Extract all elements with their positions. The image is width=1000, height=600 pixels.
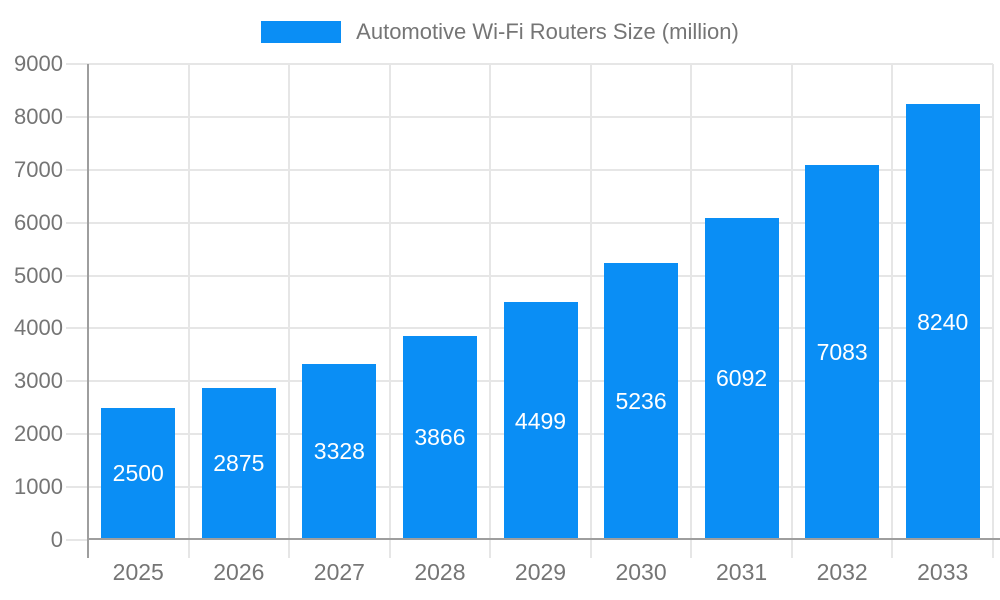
y-axis-label: 1000 [14,474,63,500]
y-gridline [88,221,993,224]
y-axis-label: 7000 [14,156,63,182]
y-axis-tick [66,221,88,224]
y-axis-tick [66,168,88,171]
bar-2028[interactable]: 3866 [402,335,477,540]
bar-value-label: 8240 [917,308,969,335]
x-gridline [992,64,994,558]
bar-value-label: 5236 [615,388,667,415]
y-gridline [88,274,993,277]
y-axis-label: 4000 [14,315,63,341]
bar-value-label: 7083 [816,339,868,366]
x-gridline [388,64,391,558]
y-axis-label: 2000 [14,421,63,447]
bar-2025[interactable]: 2500 [101,407,176,540]
x-gridline [891,64,894,558]
legend-label: Automotive Wi-Fi Routers Size (million) [356,19,739,44]
x-axis-label-2028: 2028 [414,559,466,585]
y-gridline [88,115,993,118]
y-axis-label: 0 [50,527,63,552]
x-axis-label-2027: 2027 [313,559,365,585]
x-gridline [790,64,793,558]
y-axis-tick [66,539,88,541]
bar-2033[interactable]: 8240 [905,104,980,540]
x-axis-label-2030: 2030 [615,559,667,585]
y-axis-label: 6000 [14,209,63,235]
bar-2032[interactable]: 7083 [805,165,880,540]
x-axis-label-2026: 2026 [213,559,265,585]
x-axis-label-2029: 2029 [514,559,567,585]
y-axis-tick [66,327,88,330]
bar-2029[interactable]: 4499 [503,302,578,540]
bar-value-label: 3328 [313,438,365,465]
x-gridline [489,64,492,558]
y-axis-tick [66,380,88,383]
bar-value-label: 4499 [514,407,567,434]
y-axis-label: 5000 [14,262,63,288]
y-axis-label: 3000 [14,368,63,394]
x-gridline [690,64,693,558]
x-gridline [288,64,291,558]
x-gridline [187,64,190,558]
y-gridline [88,168,993,171]
bar-2026[interactable]: 2875 [201,387,276,540]
x-axis-label-2031: 2031 [716,559,768,585]
y-axis-label: 8000 [14,103,63,129]
y-axis-tick [66,63,88,65]
x-axis-label-2033: 2033 [917,559,969,585]
bar-2031[interactable]: 6092 [704,217,779,540]
x-gridline [589,64,592,558]
bar-value-label: 6092 [716,365,768,392]
legend[interactable]: Automotive Wi-Fi Routers Size (million) [0,19,1000,45]
y-axis-tick [66,486,88,489]
y-axis-label: 9000 [14,51,63,76]
y-axis-tick [66,433,88,436]
x-axis-label-2025: 2025 [112,559,164,585]
y-gridline [88,63,993,65]
bar-value-label: 2875 [213,450,265,477]
legend-swatch [261,21,342,43]
y-axis-tick [66,274,88,277]
y-axis-line [87,64,89,558]
x-axis-label-2032: 2032 [816,559,868,585]
bar-value-label: 2500 [112,460,164,487]
bar-value-label: 3866 [414,424,466,451]
bar-2030[interactable]: 5236 [604,263,679,540]
x-axis-line [87,538,1000,540]
y-axis-tick [66,115,88,118]
bar-2027[interactable]: 3328 [302,363,377,540]
